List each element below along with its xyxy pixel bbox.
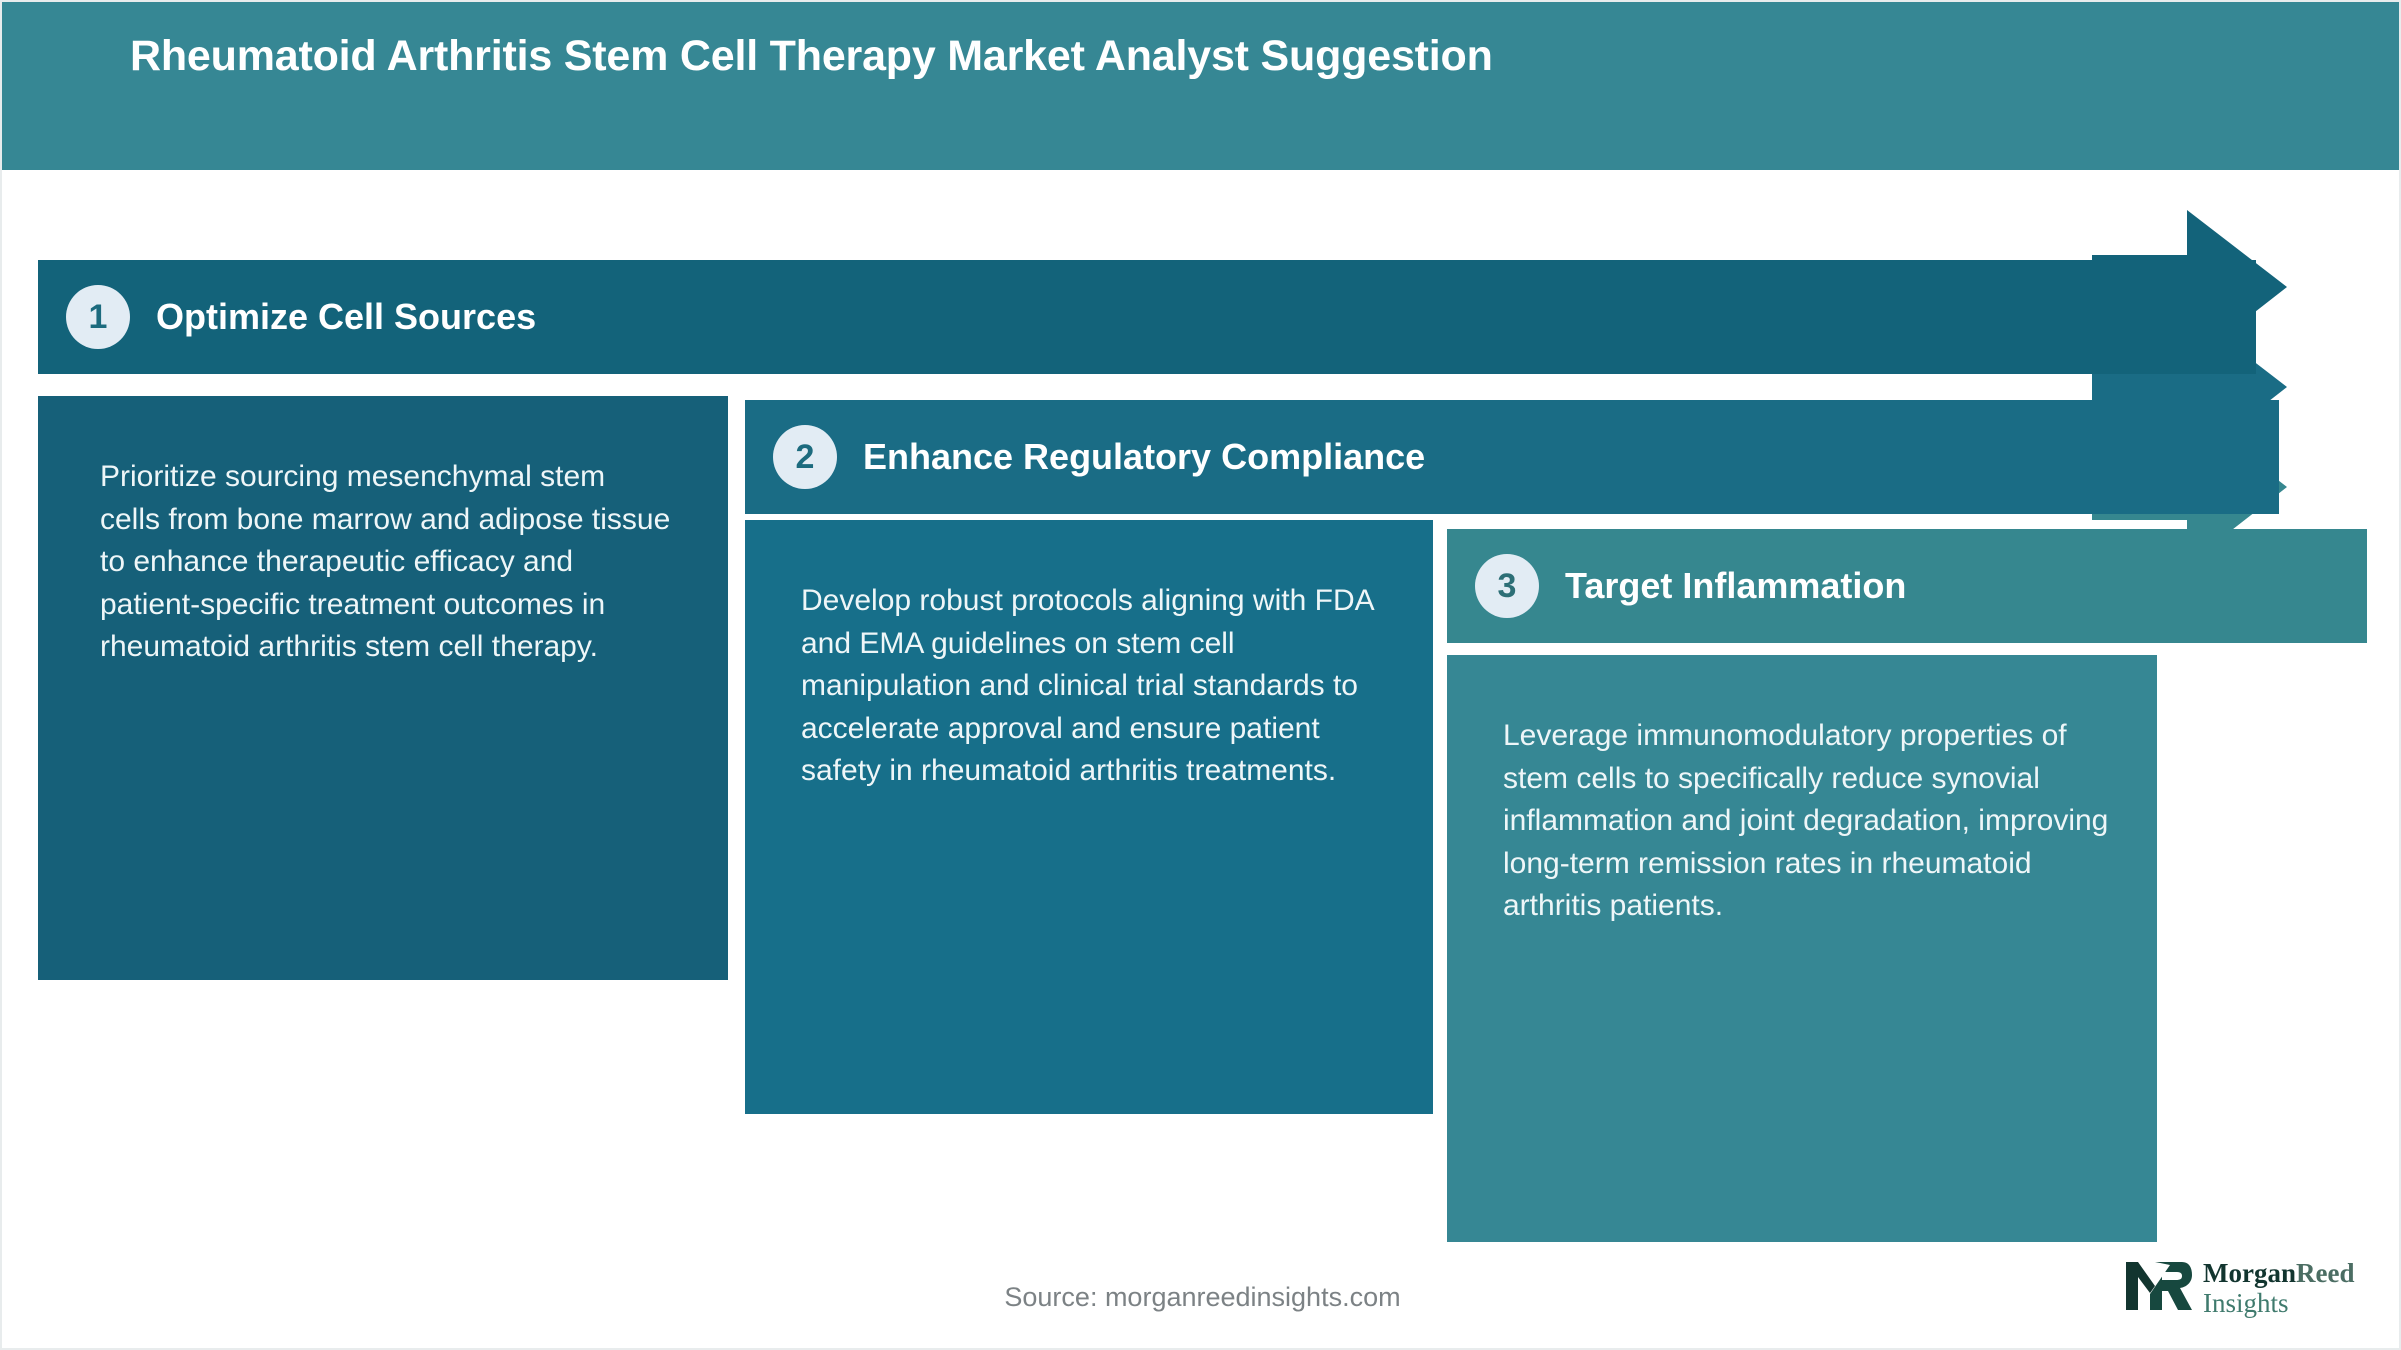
step-3-header[interactable]: 3 Target Inflammation — [1447, 529, 2367, 643]
step-1-description: Prioritize sourcing mesenchymal stem cel… — [100, 460, 671, 664]
step-3-body-panel: Leverage immunomodulatory properties of … — [1447, 655, 2157, 1242]
step-1-body-panel: Prioritize sourcing mesenchymal stem cel… — [38, 396, 728, 980]
brand-logo-text: MorganReed Insights — [2203, 1260, 2354, 1317]
source-note: Source: morganreedinsights.com — [1004, 1282, 1401, 1312]
step-1-title: Optimize Cell Sources — [156, 296, 537, 337]
brand-tagline: Insights — [2203, 1288, 2289, 1318]
page-title: Rheumatoid Arthritis Stem Cell Therapy M… — [130, 32, 1493, 80]
step-2-header[interactable]: 2 Enhance Regulatory Compliance — [745, 400, 2279, 514]
step-1-number-badge: 1 — [66, 285, 130, 349]
brand-name-line: MorganReed — [2203, 1260, 2354, 1287]
step-1-header[interactable]: 1 Optimize Cell Sources — [38, 260, 2256, 374]
brand-name-morgan: Morgan — [2203, 1258, 2296, 1288]
header-banner: Rheumatoid Arthritis Stem Cell Therapy M… — [2, 2, 2399, 170]
brand-name-reed: Reed — [2295, 1258, 2355, 1288]
step-2-description: Develop robust protocols aligning with F… — [801, 584, 1373, 788]
brand-logo: MorganReed Insights — [2124, 1260, 2354, 1317]
step-2-body-panel: Develop robust protocols aligning with F… — [745, 520, 1433, 1114]
step-3-number-badge: 3 — [1475, 554, 1539, 618]
step-3-title: Target Inflammation — [1565, 565, 1907, 606]
step-2-title: Enhance Regulatory Compliance — [863, 436, 1426, 477]
step-3-description: Leverage immunomodulatory properties of … — [1503, 719, 2109, 923]
mr-monogram-icon — [2124, 1260, 2192, 1317]
step-2-number-badge: 2 — [773, 425, 837, 489]
